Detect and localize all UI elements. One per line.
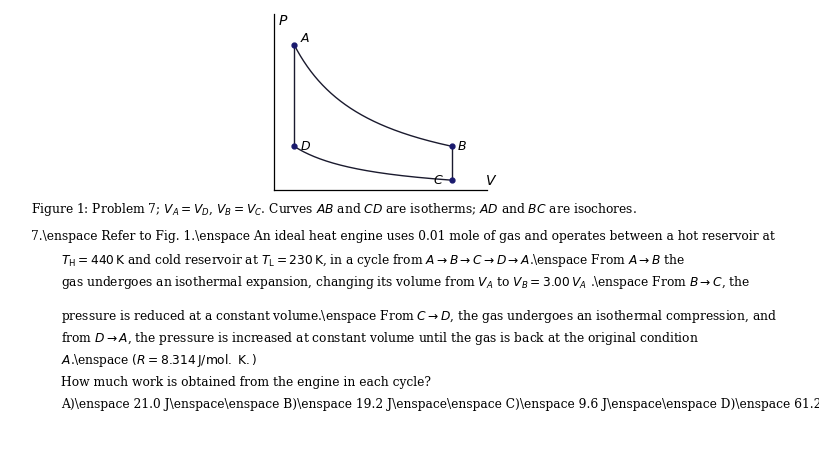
Text: $D$: $D$ <box>300 140 310 153</box>
Text: A)\enspace 21.0 J\enspace\enspace B)\enspace 19.2 J\enspace\enspace C)\enspace 9: A)\enspace 21.0 J\enspace\enspace B)\ens… <box>61 398 819 411</box>
Text: pressure is reduced at a constant volume.\enspace From $C \rightarrow D$, the ga: pressure is reduced at a constant volume… <box>61 308 777 325</box>
Text: $B$: $B$ <box>457 140 467 153</box>
Text: 7.\enspace Refer to Fig. 1.\enspace An ideal heat engine uses 0.01 mole of gas a: 7.\enspace Refer to Fig. 1.\enspace An i… <box>31 230 775 243</box>
Text: $P$: $P$ <box>278 14 288 28</box>
Text: $T_\mathrm{H} = 440\,\mathrm{K}$ and cold reservoir at $T_\mathrm{L} = 230\,\mat: $T_\mathrm{H} = 440\,\mathrm{K}$ and col… <box>61 252 686 269</box>
Text: from $D \rightarrow A$, the pressure is increased at constant volume until the g: from $D \rightarrow A$, the pressure is … <box>61 330 699 347</box>
Text: $A$.\enspace $(R = 8.314\,\mathrm{J/mol.\;K.})$: $A$.\enspace $(R = 8.314\,\mathrm{J/mol.… <box>61 352 258 369</box>
Text: $C$: $C$ <box>433 174 444 187</box>
Text: $A$: $A$ <box>300 31 310 45</box>
Text: $V$: $V$ <box>485 174 497 188</box>
Text: gas undergoes an isothermal expansion, changing its volume from $V_A$ to $V_B = : gas undergoes an isothermal expansion, c… <box>61 274 751 291</box>
Text: How much work is obtained from the engine in each cycle?: How much work is obtained from the engin… <box>61 376 432 389</box>
Text: Figure 1: Problem 7; $V_A = V_D$, $V_B = V_C$. Curves $AB$ and $CD$ are isotherm: Figure 1: Problem 7; $V_A = V_D$, $V_B =… <box>31 201 637 218</box>
